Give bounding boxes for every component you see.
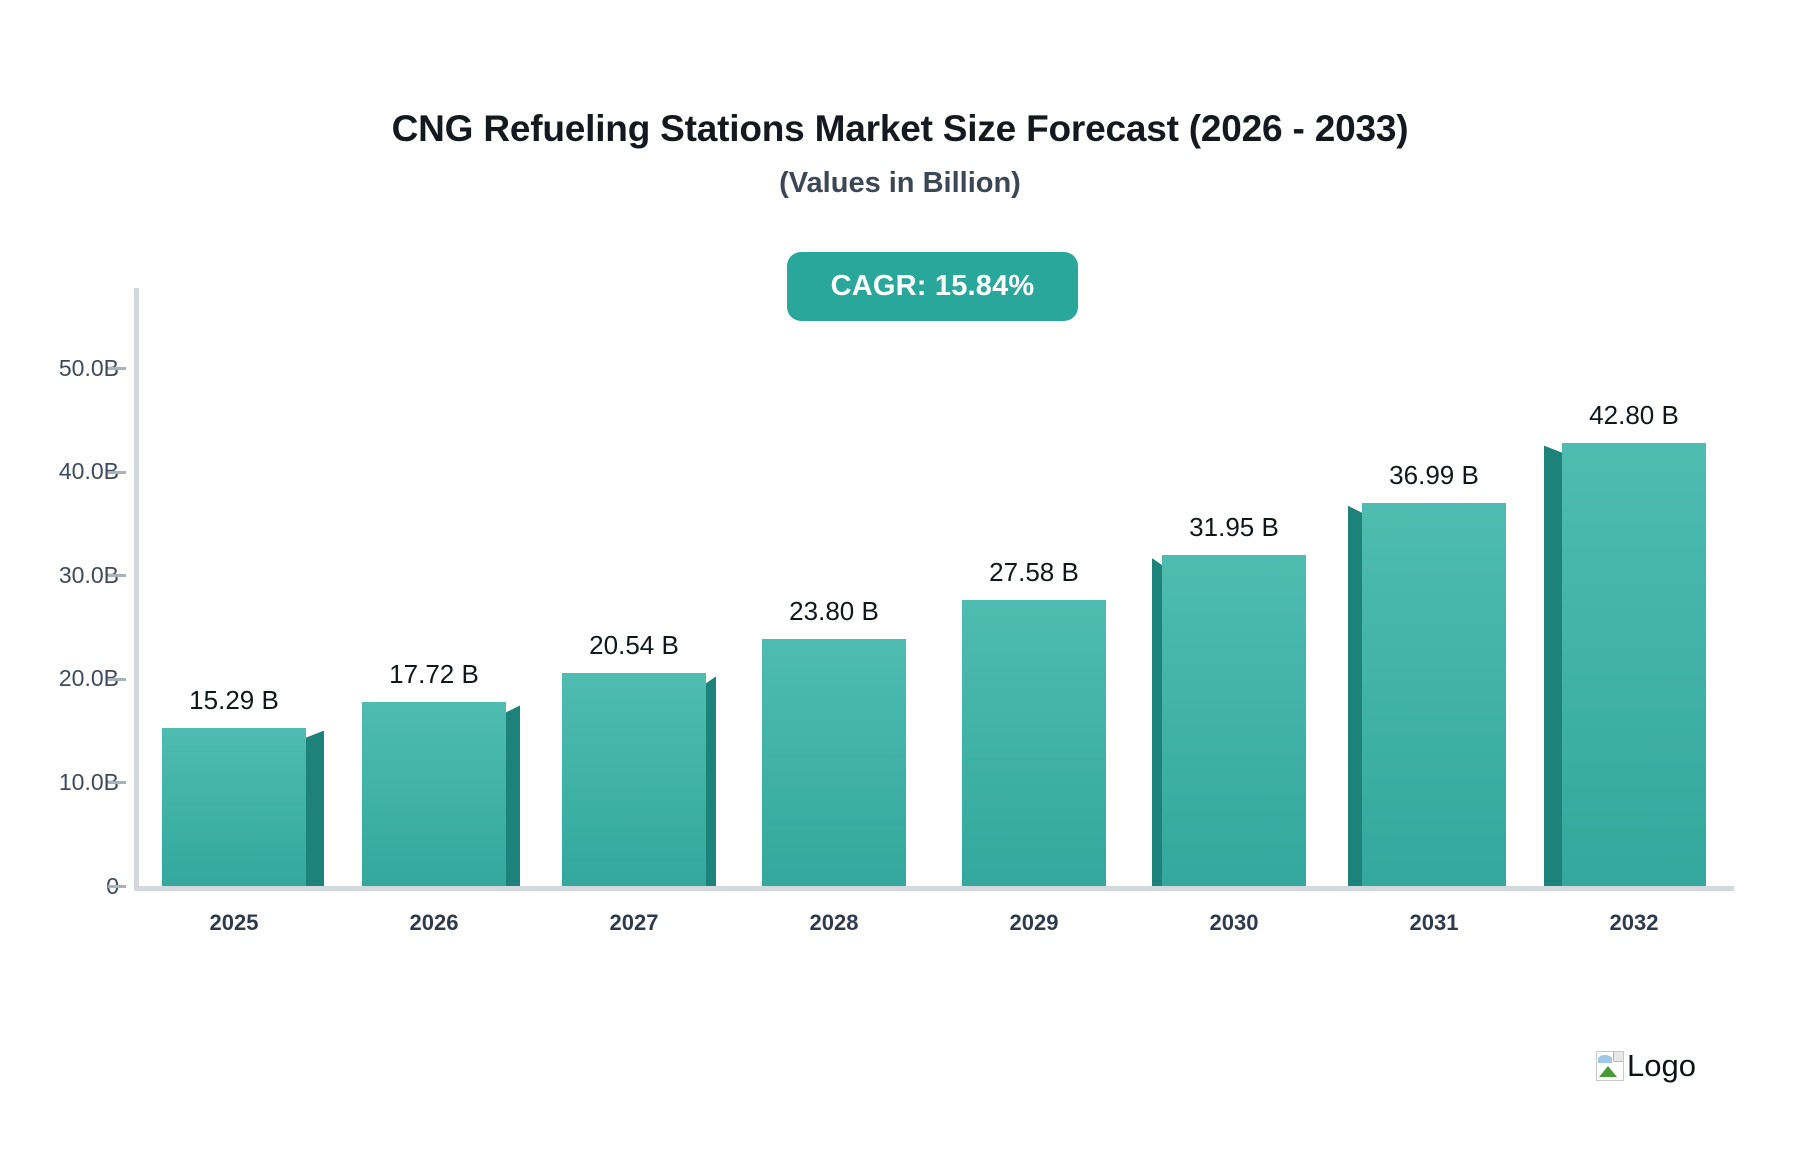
x-tick-label-2026: 2026 (409, 910, 459, 935)
bar-side-face (706, 676, 717, 886)
y-tick-label: 10.0B (58, 768, 119, 795)
bar-side-face (306, 730, 324, 886)
bar-2031[interactable]: 36.99 B (1347, 460, 1506, 886)
bar-face (162, 727, 306, 886)
bar-2032[interactable]: 42.80 B (1544, 400, 1706, 886)
bar-value-label: 23.80 B (789, 596, 879, 627)
bar-face (1562, 442, 1706, 886)
y-tick-mark (108, 677, 126, 681)
chart-title: CNG Refueling Stations Market Size Forec… (391, 108, 1409, 149)
bar-value-label: 15.29 B (189, 684, 279, 715)
x-tick-label-2029: 2029 (1009, 910, 1059, 935)
logo-alt-text: Logo (1627, 1048, 1696, 1083)
broken-image-icon (1596, 1051, 1624, 1081)
y-tick-label: 20.0B (58, 665, 119, 692)
bar-side-face (1151, 558, 1162, 886)
bar-2029[interactable]: 27.58 B (962, 557, 1106, 886)
bar-side-face (1544, 445, 1562, 886)
bar-face (1162, 555, 1306, 886)
bar-face (762, 639, 906, 886)
title-block: CNG Refueling Stations Market Size Forec… (0, 108, 1800, 200)
plot-area: 15.29 B 17.72 B 20.54 B 23.80 B 27.58 B 31.95… (134, 288, 1734, 891)
y-tick-label: 40.0B (58, 458, 119, 485)
y-tick-label: 0 (14, 871, 119, 901)
y-tick-mark (108, 781, 126, 785)
bar-value-label: 20.54 B (589, 630, 679, 661)
bar-face (1362, 502, 1506, 886)
bar-value-label: 17.72 B (389, 659, 479, 690)
y-axis-line (134, 288, 139, 891)
logo-block: Logo (1596, 1046, 1696, 1086)
bar-face (562, 673, 706, 886)
bar-2027[interactable]: 20.54 B (562, 630, 717, 886)
x-tick-label-2031: 2031 (1409, 910, 1459, 935)
x-tick-label-2032: 2032 (1609, 910, 1659, 935)
bar-2028[interactable]: 23.80 B (762, 596, 906, 886)
bar-2025[interactable]: 15.29 B (162, 685, 324, 886)
x-tick-label-2030: 2030 (1209, 910, 1259, 935)
bar-value-label: 31.95 B (1189, 512, 1279, 542)
x-tick-label-2025: 2025 (209, 910, 259, 935)
y-tick-mark (108, 367, 126, 370)
y-tick-label: 30.0B (58, 561, 119, 588)
x-axis-line (134, 886, 1734, 891)
chart-subtitle: (Values in Billion) (779, 166, 1021, 199)
bar-side-face (506, 705, 521, 886)
y-tick-mark (108, 470, 126, 474)
y-tick-label: 50.0B (58, 354, 119, 381)
bar-2026[interactable]: 17.72 B (362, 659, 521, 886)
cagr-badge-label: CAGR: 15.84% (830, 270, 1035, 302)
bar-face (362, 702, 506, 886)
x-tick-label-2027: 2027 (609, 910, 659, 935)
bar-value-label: 27.58 B (989, 557, 1079, 588)
bar-value-label: 42.80 B (1589, 399, 1679, 430)
y-tick-mark (108, 574, 126, 578)
bar-side-face (1347, 505, 1362, 886)
x-tick-label-2028: 2028 (809, 910, 859, 935)
bar-2030[interactable]: 31.95 B (1151, 512, 1306, 886)
cagr-badge: CAGR: 15.84% (787, 252, 1078, 321)
y-tick-mark (108, 885, 126, 888)
bar-face (962, 600, 1106, 886)
bar-value-label: 36.99 B (1389, 459, 1479, 490)
